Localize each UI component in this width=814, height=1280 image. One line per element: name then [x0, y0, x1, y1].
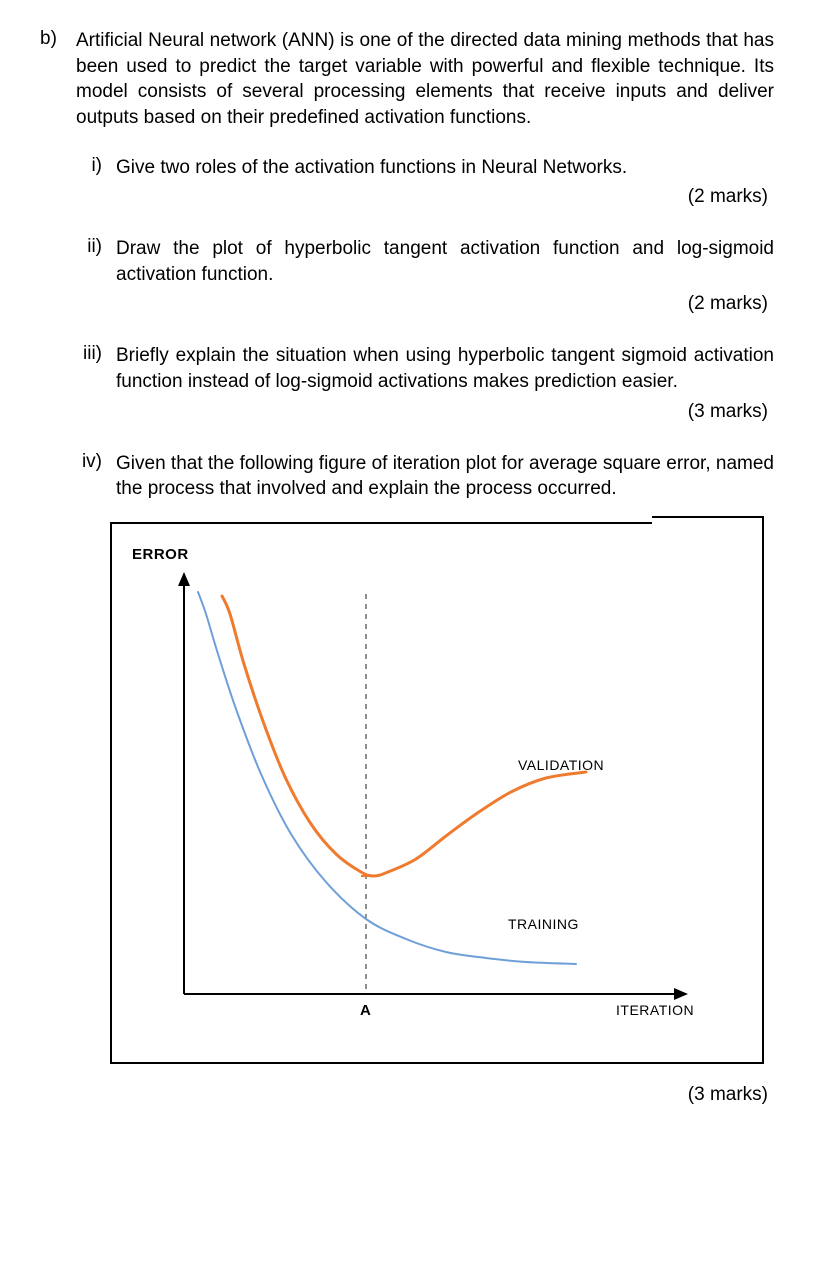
sub-label-ii: ii) [76, 236, 102, 287]
marker-a-label: A [360, 1002, 371, 1019]
series-label-validation: VALIDATION [518, 757, 604, 773]
question-intro: Artificial Neural network (ANN) is one o… [76, 28, 774, 131]
chart-svg [126, 534, 746, 1054]
marks-i: (2 marks) [40, 186, 774, 208]
sub-text-i: Give two roles of the activation functio… [116, 155, 774, 181]
sub-item-iii: iii) Briefly explain the situation when … [76, 343, 774, 394]
sub-item-iv: iv) Given that the following figure of i… [76, 451, 774, 502]
chart-frame: ERROR VALIDATION TRAINING ITERATION A [110, 522, 764, 1064]
sub-label-iii: iii) [76, 343, 102, 394]
question-b: b) Artificial Neural network (ANN) is on… [40, 28, 774, 131]
sub-text-iv: Given that the following figure of itera… [116, 451, 774, 502]
marks-iii: (3 marks) [40, 401, 774, 423]
marks-iv: (3 marks) [40, 1084, 774, 1106]
question-label: b) [40, 28, 64, 131]
sub-label-i: i) [76, 155, 102, 181]
sub-text-ii: Draw the plot of hyperbolic tangent acti… [116, 236, 774, 287]
marks-ii: (2 marks) [40, 293, 774, 315]
sub-item-ii: ii) Draw the plot of hyperbolic tangent … [76, 236, 774, 287]
sub-text-iii: Briefly explain the situation when using… [116, 343, 774, 394]
x-axis-label: ITERATION [616, 1002, 694, 1018]
series-label-training: TRAINING [508, 916, 579, 932]
sub-item-i: i) Give two roles of the activation func… [76, 155, 774, 181]
y-axis-label: ERROR [132, 546, 189, 563]
error-iteration-chart: ERROR VALIDATION TRAINING ITERATION A [126, 534, 746, 1054]
sub-label-iv: iv) [76, 451, 102, 502]
